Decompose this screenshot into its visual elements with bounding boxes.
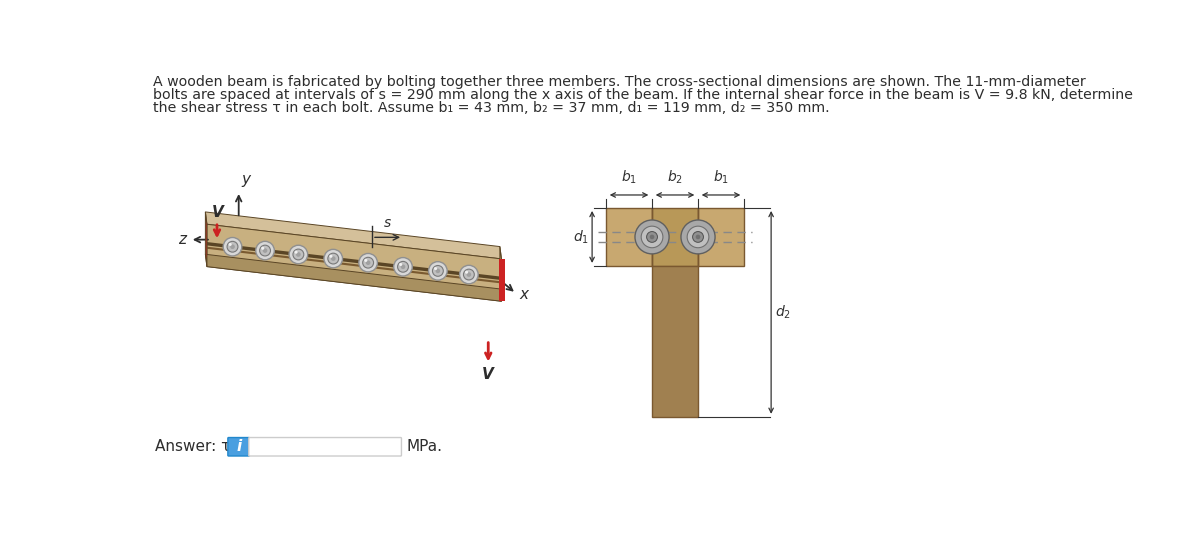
Text: bolts are spaced at intervals of s = 290 mm along the x axis of the beam. If the: bolts are spaced at intervals of s = 290… (153, 88, 1133, 102)
Circle shape (463, 269, 475, 280)
Circle shape (436, 269, 441, 273)
Polygon shape (205, 212, 207, 266)
Bar (699, 208, 744, 266)
Circle shape (393, 257, 412, 276)
Bar (605, 208, 653, 266)
Circle shape (359, 254, 377, 272)
Text: Answer: τ =: Answer: τ = (155, 439, 253, 454)
Circle shape (256, 241, 274, 260)
Text: A wooden beam is fabricated by bolting together three members. The cross-section: A wooden beam is fabricated by bolting t… (153, 75, 1086, 89)
Circle shape (324, 249, 343, 268)
Circle shape (366, 261, 370, 265)
Circle shape (466, 272, 471, 277)
Polygon shape (207, 242, 502, 280)
Circle shape (263, 248, 267, 253)
Circle shape (289, 245, 307, 264)
Circle shape (296, 252, 300, 257)
Text: $d_1$: $d_1$ (573, 228, 589, 246)
Circle shape (434, 267, 437, 270)
Text: MPa.: MPa. (406, 439, 443, 454)
Circle shape (327, 253, 339, 264)
Text: z: z (178, 232, 186, 247)
Polygon shape (207, 247, 502, 284)
Circle shape (230, 245, 234, 249)
FancyBboxPatch shape (227, 437, 250, 456)
Circle shape (331, 256, 336, 261)
Text: s: s (384, 216, 391, 230)
Circle shape (294, 250, 298, 254)
Text: y: y (241, 172, 250, 187)
Text: V: V (212, 205, 224, 219)
Polygon shape (499, 259, 505, 301)
Circle shape (399, 263, 402, 266)
Text: $b_2$: $b_2$ (667, 168, 683, 186)
Polygon shape (499, 247, 502, 301)
Polygon shape (205, 212, 502, 259)
Text: i: i (236, 439, 241, 454)
Circle shape (641, 226, 663, 248)
Circle shape (465, 271, 468, 274)
Text: the shear stress τ in each bolt. Assume b₁ = 43 mm, b₂ = 37 mm, d₁ = 119 mm, d₂ : the shear stress τ in each bolt. Assume … (153, 101, 830, 115)
Circle shape (696, 234, 701, 239)
Circle shape (693, 232, 703, 242)
Bar (651, 266, 699, 417)
Circle shape (229, 243, 232, 246)
Text: x: x (519, 287, 528, 302)
Circle shape (687, 226, 709, 248)
Circle shape (262, 247, 264, 250)
Text: $d_2$: $d_2$ (775, 304, 790, 321)
Circle shape (293, 249, 304, 260)
Circle shape (429, 262, 448, 280)
Bar (653, 208, 699, 266)
Circle shape (363, 257, 373, 268)
Circle shape (364, 259, 368, 262)
Circle shape (459, 265, 478, 284)
Circle shape (330, 255, 332, 258)
Polygon shape (205, 254, 502, 301)
Circle shape (397, 262, 409, 272)
Text: $b_1$: $b_1$ (713, 168, 729, 186)
Text: $b_1$: $b_1$ (621, 168, 637, 186)
Circle shape (432, 265, 443, 276)
Circle shape (681, 220, 715, 254)
Circle shape (227, 241, 238, 252)
Text: V: V (482, 367, 494, 382)
Circle shape (635, 220, 669, 254)
FancyBboxPatch shape (249, 437, 402, 456)
Polygon shape (207, 224, 502, 301)
Circle shape (650, 234, 654, 239)
Circle shape (647, 232, 657, 242)
Circle shape (223, 238, 241, 256)
Circle shape (259, 245, 271, 256)
Circle shape (401, 264, 405, 269)
